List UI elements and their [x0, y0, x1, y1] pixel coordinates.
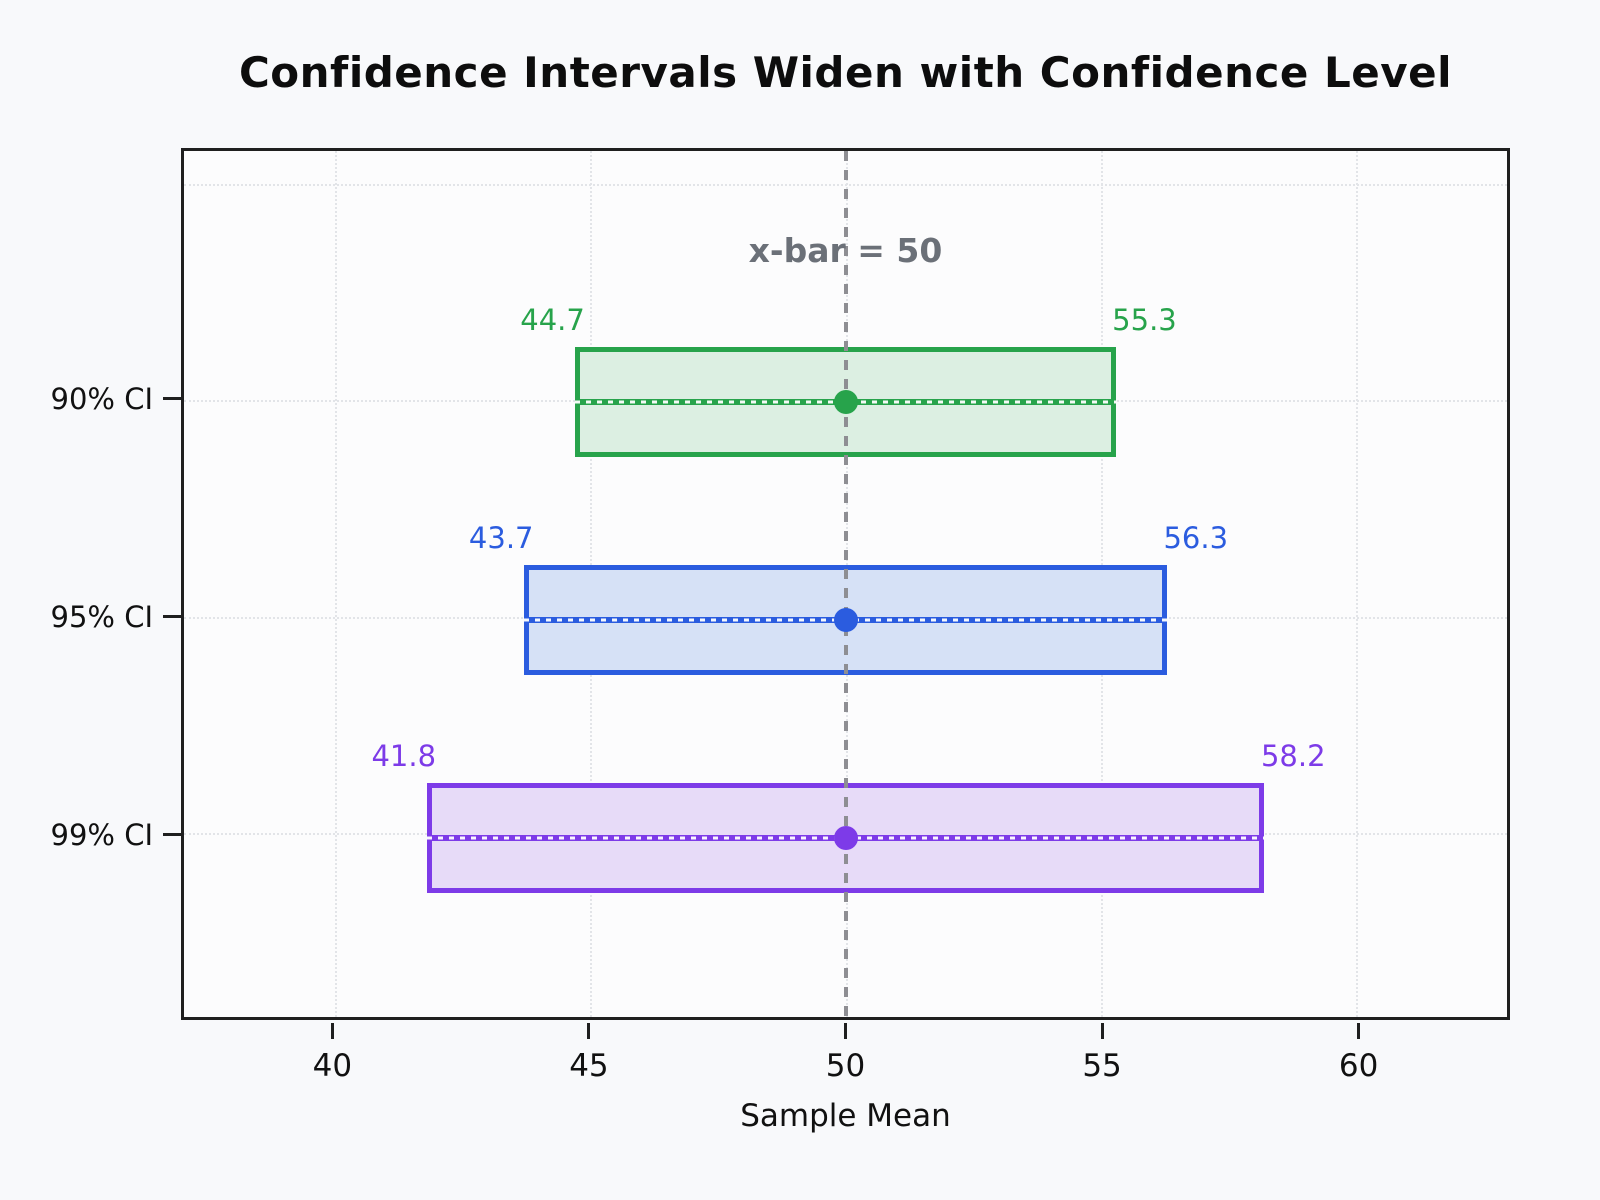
ci-mean-dot [833, 607, 858, 632]
x-tick-mark [330, 1023, 334, 1039]
plot-area: x-bar = 50 44.7 55.3 43.7 56.3 41.8 58.2 [181, 148, 1510, 1020]
x-tick-label: 40 [312, 1048, 353, 1084]
y-tick-mark [163, 615, 181, 619]
x-tick-mark [587, 1023, 591, 1039]
x-axis-title: Sample Mean [740, 1098, 951, 1134]
y-tick-mark [163, 833, 181, 837]
x-tick-label: 55 [1082, 1048, 1122, 1084]
mean-dashed-line [843, 151, 848, 1017]
xbar-annotation: x-bar = 50 [748, 231, 943, 270]
chart-title: Confidence Intervals Widen with Confiden… [238, 48, 1453, 97]
x-tick-mark [1357, 1023, 1361, 1039]
ci-mean-dot [833, 825, 858, 850]
ci-lower-label: 41.8 [371, 738, 437, 773]
ci-lower-label: 44.7 [520, 302, 585, 337]
ci-upper-label: 58.2 [1260, 738, 1326, 773]
y-axis-category-label: 90% CI [50, 381, 153, 416]
x-gridline [334, 151, 337, 1017]
y-axis-category-label: 99% CI [50, 817, 153, 852]
x-tick-mark [844, 1023, 847, 1039]
x-tick-label: 45 [569, 1048, 609, 1084]
x-gridline [1356, 151, 1359, 1017]
ci-upper-label: 55.3 [1112, 302, 1177, 337]
ci-upper-label: 56.3 [1163, 520, 1229, 555]
ci-lower-label: 43.7 [468, 520, 534, 555]
ci-mean-dot [833, 389, 858, 414]
x-tick-label: 60 [1338, 1048, 1379, 1084]
x-tick-label: 50 [825, 1048, 866, 1084]
x-tick-mark [1100, 1023, 1104, 1039]
y-axis-category-label: 95% CI [50, 599, 153, 634]
y-tick-mark [163, 397, 181, 401]
